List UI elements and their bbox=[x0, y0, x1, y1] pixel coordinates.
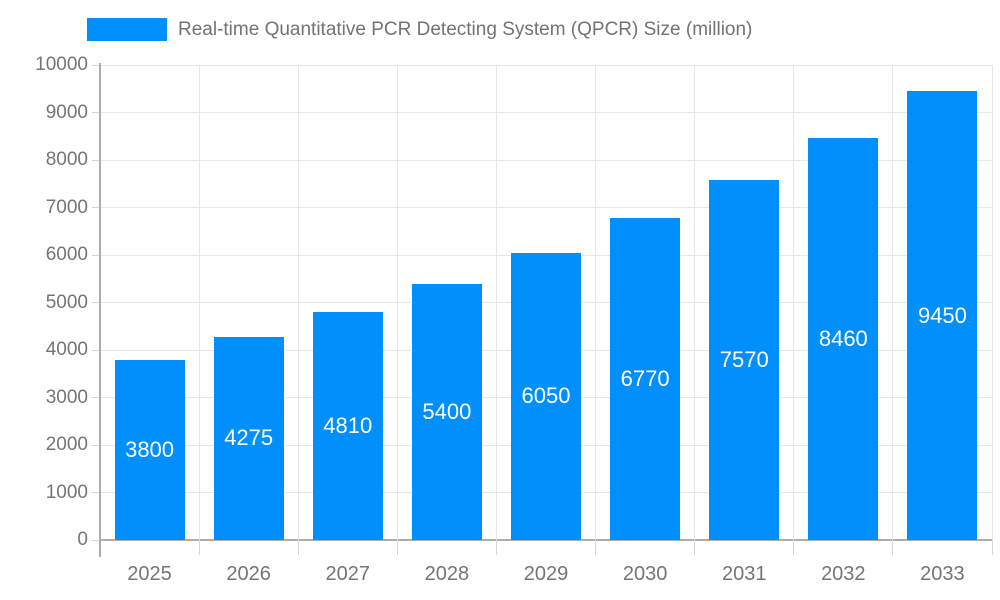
gridline bbox=[694, 65, 696, 540]
x-tick bbox=[793, 540, 795, 555]
gridline bbox=[595, 65, 597, 540]
x-axis-tick-label: 2033 bbox=[920, 563, 965, 585]
bar-2028[interactable] bbox=[411, 283, 482, 540]
gridline bbox=[100, 112, 992, 113]
y-tick bbox=[92, 539, 100, 541]
y-axis-tick-label: 3000 bbox=[45, 386, 88, 408]
bar-value-label: 4810 bbox=[323, 412, 373, 438]
y-tick bbox=[92, 349, 100, 351]
y-tick bbox=[92, 254, 100, 256]
y-tick bbox=[92, 492, 100, 493]
x-axis-tick-label: 2026 bbox=[226, 563, 271, 585]
x-tick bbox=[495, 540, 497, 555]
bar-2031[interactable] bbox=[709, 180, 780, 540]
gridline bbox=[396, 65, 398, 540]
y-axis-tick-label: 7000 bbox=[45, 196, 88, 218]
x-axis-tick-label: 2028 bbox=[424, 563, 470, 585]
legend-swatch bbox=[87, 18, 167, 41]
y-axis-tick-label: 2000 bbox=[45, 434, 88, 455]
x-axis-line bbox=[100, 539, 992, 541]
bar-value-label: 6050 bbox=[521, 383, 571, 409]
x-tick bbox=[694, 540, 696, 555]
bar-value-label: 6770 bbox=[620, 366, 670, 392]
bar-value-label: 4275 bbox=[224, 425, 274, 451]
gridline bbox=[100, 207, 992, 208]
x-axis-tick-label: 2025 bbox=[127, 563, 172, 585]
x-axis-tick-label: 2030 bbox=[622, 563, 668, 585]
gridline bbox=[297, 65, 299, 540]
x-tick bbox=[892, 540, 894, 555]
legend-item-qpcr-size[interactable]: Real-time Quantitative PCR Detecting Sys… bbox=[87, 18, 752, 41]
bar-2030[interactable] bbox=[610, 218, 681, 540]
y-axis-tick-label: 0 bbox=[77, 529, 88, 550]
gridline bbox=[100, 64, 992, 66]
y-axis-tick-label: 4000 bbox=[45, 339, 88, 360]
gridline bbox=[495, 65, 497, 540]
y-axis-tick-label: 6000 bbox=[45, 244, 88, 265]
gridline bbox=[198, 65, 200, 540]
y-axis-tick-label: 8000 bbox=[45, 149, 88, 170]
bar-value-label: 3800 bbox=[125, 436, 175, 462]
bar-value-label: 8460 bbox=[818, 326, 868, 352]
bar-value-label: 9450 bbox=[917, 302, 967, 328]
x-axis-tick-label: 2031 bbox=[721, 563, 767, 585]
y-axis-tick-label: 10000 bbox=[35, 54, 88, 75]
gridline bbox=[991, 65, 993, 540]
bar-2032[interactable] bbox=[808, 138, 879, 540]
y-axis-tick-label: 5000 bbox=[45, 291, 88, 313]
x-tick bbox=[396, 540, 398, 555]
x-axis-tick-label: 2027 bbox=[325, 563, 371, 585]
y-axis-tick-label: 9000 bbox=[45, 101, 88, 123]
y-tick bbox=[92, 112, 100, 113]
y-tick bbox=[92, 397, 100, 398]
gridline bbox=[892, 65, 894, 540]
bar-value-label: 7570 bbox=[719, 347, 769, 373]
y-tick bbox=[92, 444, 100, 446]
legend-label: Real-time Quantitative PCR Detecting Sys… bbox=[178, 18, 753, 40]
y-axis-line bbox=[99, 63, 101, 557]
gridline bbox=[793, 65, 795, 540]
y-tick bbox=[92, 64, 100, 66]
x-tick bbox=[595, 540, 597, 555]
x-tick bbox=[991, 540, 993, 555]
bar-2025[interactable] bbox=[114, 359, 185, 540]
y-axis-tick-label: 1000 bbox=[45, 481, 88, 503]
bar-2026[interactable] bbox=[213, 336, 284, 540]
x-axis-tick-label: 2032 bbox=[821, 563, 866, 585]
x-axis-tick-label: 2029 bbox=[523, 563, 569, 585]
y-tick bbox=[92, 302, 100, 303]
y-tick bbox=[92, 159, 100, 161]
bar-2033[interactable] bbox=[907, 91, 978, 540]
bar-value-label: 5400 bbox=[422, 398, 472, 424]
bar-2029[interactable] bbox=[511, 252, 581, 540]
x-tick bbox=[297, 540, 299, 555]
x-tick bbox=[198, 540, 200, 555]
bar-2027[interactable] bbox=[312, 311, 383, 540]
y-tick bbox=[92, 207, 100, 208]
gridline bbox=[100, 159, 992, 161]
